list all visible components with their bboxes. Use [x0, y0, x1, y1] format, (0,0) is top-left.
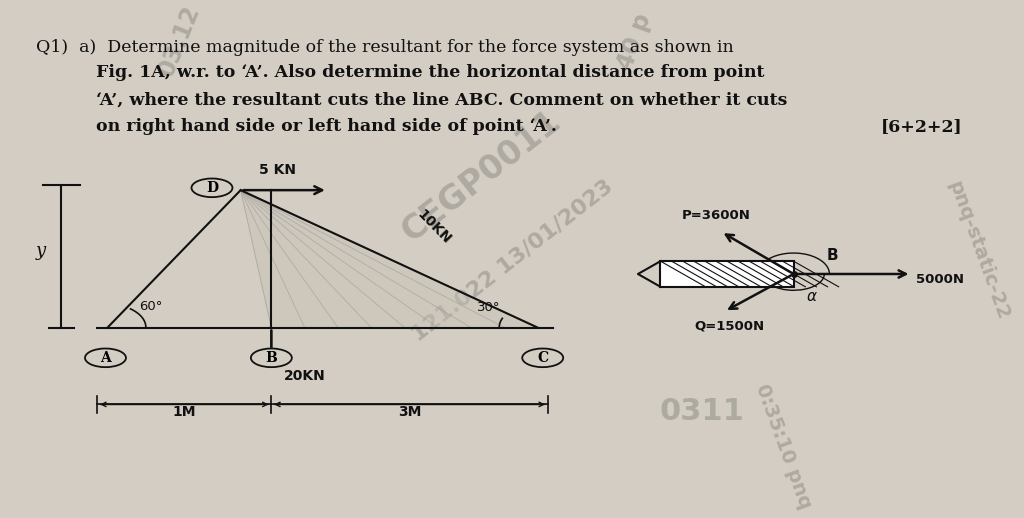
- Circle shape: [85, 349, 126, 367]
- Text: ‘A’, where the resultant cuts the line ABC. Comment on whether it cuts: ‘A’, where the resultant cuts the line A…: [36, 91, 787, 108]
- Text: 3M: 3M: [398, 405, 421, 419]
- Polygon shape: [241, 190, 538, 327]
- Text: 60°: 60°: [139, 299, 162, 313]
- Text: C: C: [538, 351, 548, 365]
- Circle shape: [251, 349, 292, 367]
- Text: CEGP0011: CEGP0011: [395, 104, 567, 248]
- Text: D: D: [206, 181, 218, 195]
- Text: 1M: 1M: [173, 405, 196, 419]
- Text: pnq-static-22: pnq-static-22: [944, 179, 1012, 323]
- Text: y: y: [36, 242, 46, 260]
- Text: 20KN: 20KN: [284, 369, 326, 383]
- Text: P=3600N: P=3600N: [682, 209, 751, 222]
- Text: 121.022 13/01/2023: 121.022 13/01/2023: [408, 176, 616, 344]
- Circle shape: [522, 349, 563, 367]
- Text: 0311: 0311: [659, 397, 743, 426]
- Text: Q=1500N: Q=1500N: [694, 320, 765, 333]
- Circle shape: [191, 179, 232, 197]
- Text: 5 KN: 5 KN: [259, 163, 296, 177]
- Text: Q1)  a)  Determine magnitude of the resultant for the force system as shown in: Q1) a) Determine magnitude of the result…: [36, 39, 733, 56]
- Text: 03.12: 03.12: [154, 2, 205, 80]
- Text: [6+2+2]: [6+2+2]: [881, 119, 963, 135]
- Text: 40 p: 40 p: [613, 10, 656, 73]
- Text: B: B: [265, 351, 278, 365]
- Bar: [660, 261, 794, 287]
- Text: 0:35:10 pnq: 0:35:10 pnq: [752, 381, 815, 511]
- Text: 30°: 30°: [477, 300, 500, 313]
- Text: Fig. 1A, w.r. to ‘A’. Also determine the horizontal distance from point: Fig. 1A, w.r. to ‘A’. Also determine the…: [36, 64, 764, 81]
- Text: B: B: [826, 248, 839, 263]
- Text: on right hand side or left hand side of point ‘A’.: on right hand side or left hand side of …: [36, 119, 557, 135]
- Text: α: α: [807, 289, 817, 304]
- Text: 5000N: 5000N: [916, 273, 965, 286]
- Text: A: A: [100, 351, 111, 365]
- Text: 10KN: 10KN: [415, 208, 454, 247]
